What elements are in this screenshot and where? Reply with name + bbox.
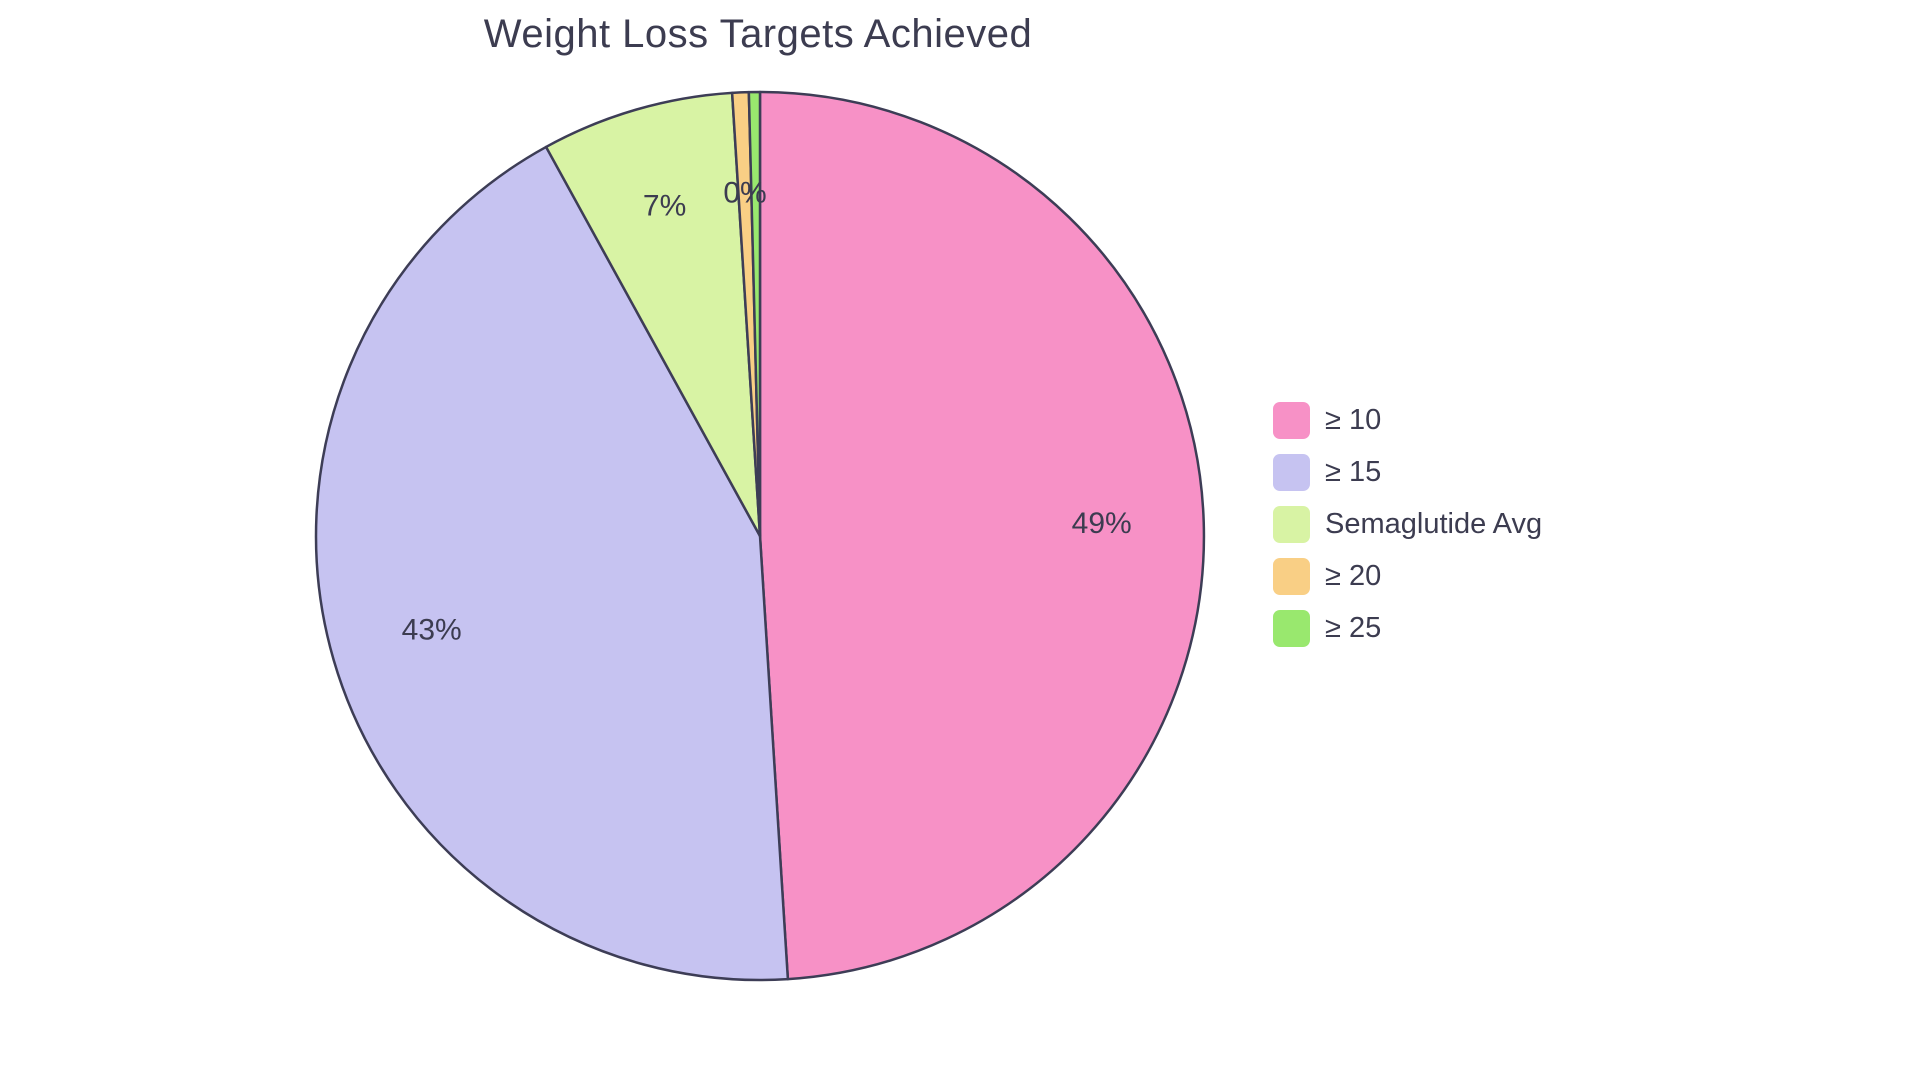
pie-slice-label: 49% <box>1072 507 1132 540</box>
pie-slice-label: 43% <box>402 613 462 646</box>
pie-slice-label: 7% <box>643 190 686 223</box>
pie-chart: 49% 43% 7% 0% <box>314 90 1206 982</box>
chart-title: Weight Loss Targets Achieved <box>483 12 1033 56</box>
legend-item-1[interactable]: ≥ 15 <box>1273 454 1542 491</box>
legend-label: ≥ 10 <box>1325 404 1382 436</box>
pie-slice-2[interactable] <box>544 91 762 538</box>
legend-label: ≥ 25 <box>1325 612 1382 644</box>
legend: ≥ 10 ≥ 15 Semaglutide Avg ≥ 20 ≥ 25 <box>1273 402 1542 647</box>
pie-slice-0[interactable] <box>758 90 1206 981</box>
legend-swatch <box>1273 454 1310 491</box>
legend-item-4[interactable]: ≥ 25 <box>1273 610 1542 647</box>
legend-item-2[interactable]: Semaglutide Avg <box>1273 506 1542 543</box>
legend-swatch <box>1273 558 1310 595</box>
legend-item-3[interactable]: ≥ 20 <box>1273 558 1542 595</box>
legend-item-0[interactable]: ≥ 10 <box>1273 402 1542 439</box>
legend-label: ≥ 20 <box>1325 560 1382 592</box>
legend-label: Semaglutide Avg <box>1325 508 1543 540</box>
legend-label: ≥ 15 <box>1325 456 1382 488</box>
pie-slice-label: 0% <box>723 176 766 209</box>
legend-swatch <box>1273 610 1310 647</box>
legend-swatch <box>1273 506 1310 543</box>
pie-slice-1[interactable] <box>314 145 790 982</box>
legend-swatch <box>1273 402 1310 439</box>
pie-slice-4[interactable] <box>747 90 762 538</box>
